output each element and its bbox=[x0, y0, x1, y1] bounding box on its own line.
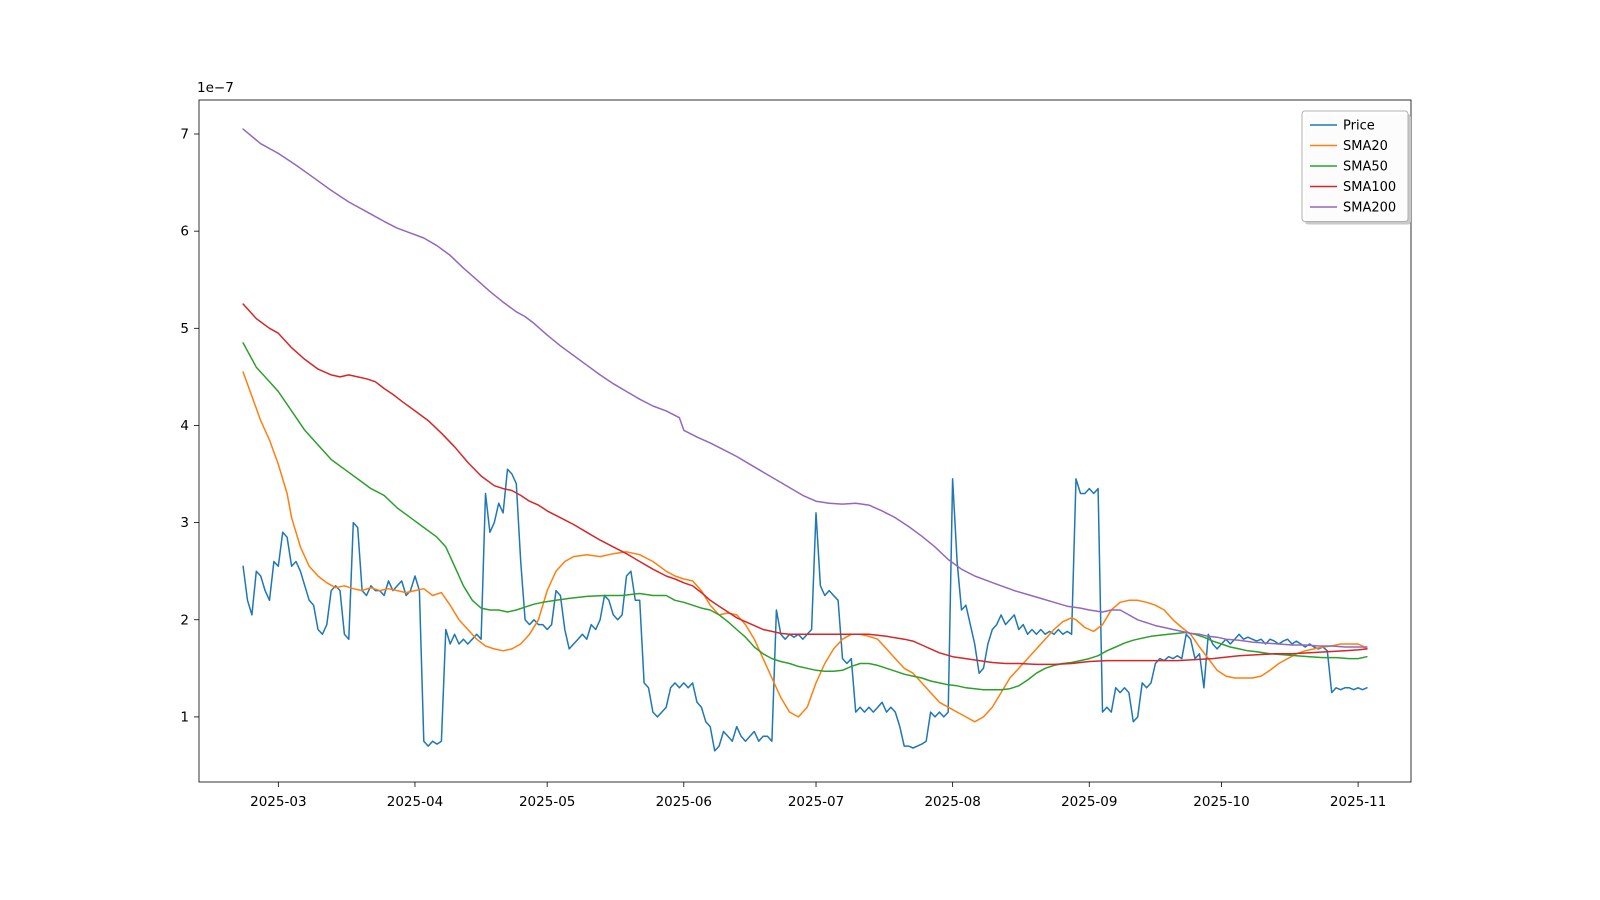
y-tick-label: 4 bbox=[180, 418, 189, 434]
legend-label-sma50: SMA50 bbox=[1343, 160, 1388, 175]
x-tick-label: 2025-06 bbox=[656, 794, 712, 810]
legend-box bbox=[1301, 110, 1409, 222]
x-tick-label: 2025-08 bbox=[924, 794, 980, 810]
y-tick-label: 3 bbox=[180, 515, 189, 531]
y-tick-label: 1 bbox=[180, 709, 189, 725]
legend-label-sma100: SMA100 bbox=[1343, 180, 1396, 195]
series-line-sma100 bbox=[242, 303, 1368, 666]
x-tick-label: 2025-04 bbox=[387, 794, 443, 810]
y-tick-label: 5 bbox=[180, 321, 189, 337]
axes-frame bbox=[198, 99, 1412, 783]
series-line-sma50 bbox=[242, 342, 1368, 691]
y-tick-label: 2 bbox=[180, 612, 189, 628]
series-line-sma20 bbox=[242, 371, 1368, 723]
y-axis-offset-label: 1e−7 bbox=[197, 80, 234, 96]
legend-label-sma200: SMA200 bbox=[1343, 201, 1396, 216]
x-tick-label: 2025-10 bbox=[1193, 794, 1249, 810]
x-tick-label: 2025-09 bbox=[1061, 794, 1117, 810]
x-tick-label: 2025-03 bbox=[250, 794, 306, 810]
legend-label-price: Price bbox=[1343, 119, 1375, 134]
legend-label-sma20: SMA20 bbox=[1343, 139, 1388, 154]
series-line-sma200 bbox=[242, 128, 1368, 648]
y-tick-label: 7 bbox=[180, 127, 189, 143]
x-tick-label: 2025-11 bbox=[1330, 794, 1386, 810]
y-tick-label: 6 bbox=[180, 224, 189, 240]
series-line-price bbox=[242, 468, 1368, 752]
x-tick-label: 2025-07 bbox=[788, 794, 844, 810]
x-tick-label: 2025-05 bbox=[519, 794, 575, 810]
